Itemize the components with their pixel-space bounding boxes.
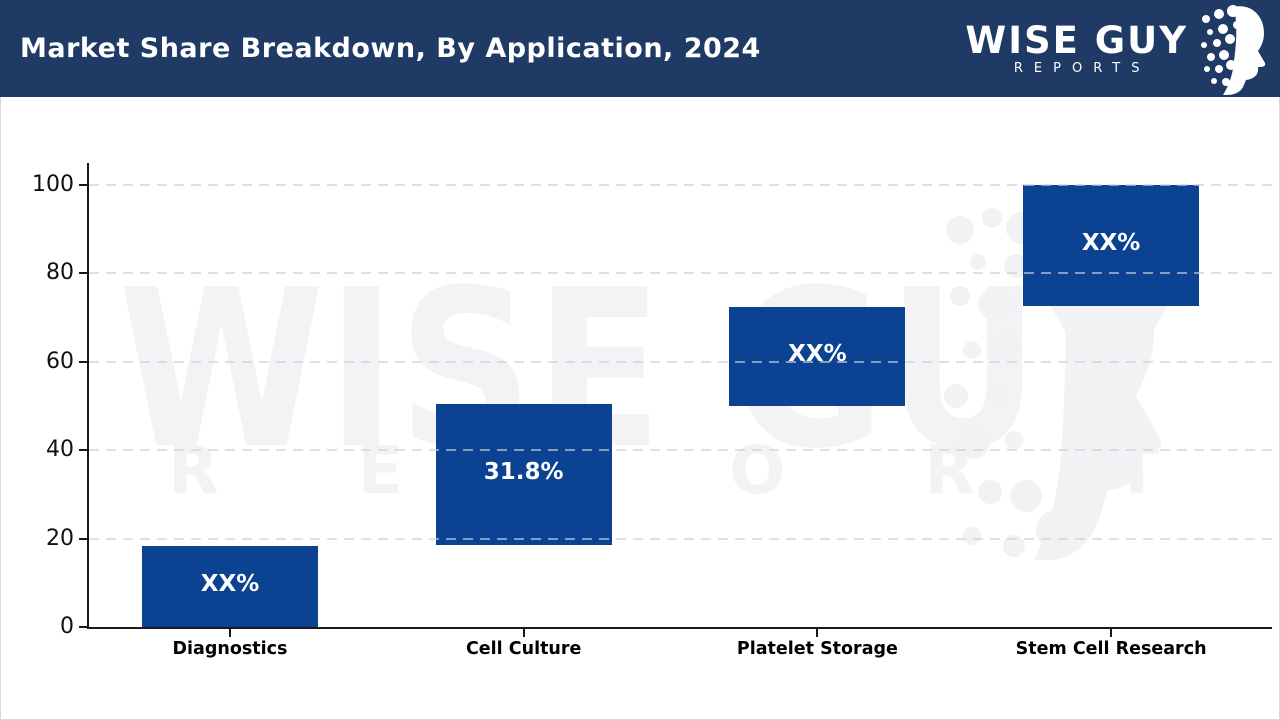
gridline [89,272,1272,274]
page-title: Market Share Breakdown, By Application, … [20,33,761,64]
logo-wordmark: WISE GUY [965,19,1188,62]
bar-value-label-platelet-storage: XX% [788,341,847,368]
bar-platelet-storage [729,306,906,406]
y-tick-mark [79,183,87,186]
x-tick-label-cell-culture: Cell Culture [465,639,582,659]
bar-cell-culture [435,403,612,545]
bar-value-label-cell-culture: 31.8% [483,459,564,486]
gridline [89,183,1272,186]
bar-stem-cell-research [1023,184,1200,307]
y-tick-mark [79,360,87,363]
logo-text: WISE GUY REPORTS [965,22,1188,75]
gridline [89,360,1272,363]
y-tick-label: 0 [60,614,74,639]
bar-value-label-diagnostics: XX% [200,571,260,598]
x-tick-mark [816,629,819,637]
gridline [89,449,1272,451]
gridline [89,537,1272,540]
y-tick-mark [79,626,87,628]
logo-subtitle: REPORTS [1013,61,1151,76]
header-bar: Market Share Breakdown, By Application, … [0,0,1280,97]
x-tick-label-platelet-storage: Platelet Storage [736,639,898,659]
x-tick-label-diagnostics: Diagnostics [172,639,288,659]
wise-guy-logo: WISE GUY REPORTS [965,0,1266,97]
x-tick-label-stem-cell-research: Stem Cell Research [1015,639,1207,659]
x-tick-mark [1110,629,1113,637]
x-axis-spine [87,627,1272,629]
y-tick-label: 100 [32,171,74,197]
y-tick-mark [79,537,87,540]
logo-face-icon [1201,4,1266,95]
y-tick-label: 80 [46,260,74,285]
x-tick-mark [229,629,231,637]
y-tick-mark [79,449,87,451]
y-tick-label: 40 [46,437,74,462]
x-tick-mark [522,629,525,637]
bar-value-label-stem-cell-research: XX% [1081,230,1141,257]
y-tick-label: 20 [46,525,74,551]
y-axis-spine [87,163,89,629]
bar-diagnostics [142,545,318,627]
y-tick-mark [79,272,87,274]
y-tick-label: 60 [46,348,74,374]
